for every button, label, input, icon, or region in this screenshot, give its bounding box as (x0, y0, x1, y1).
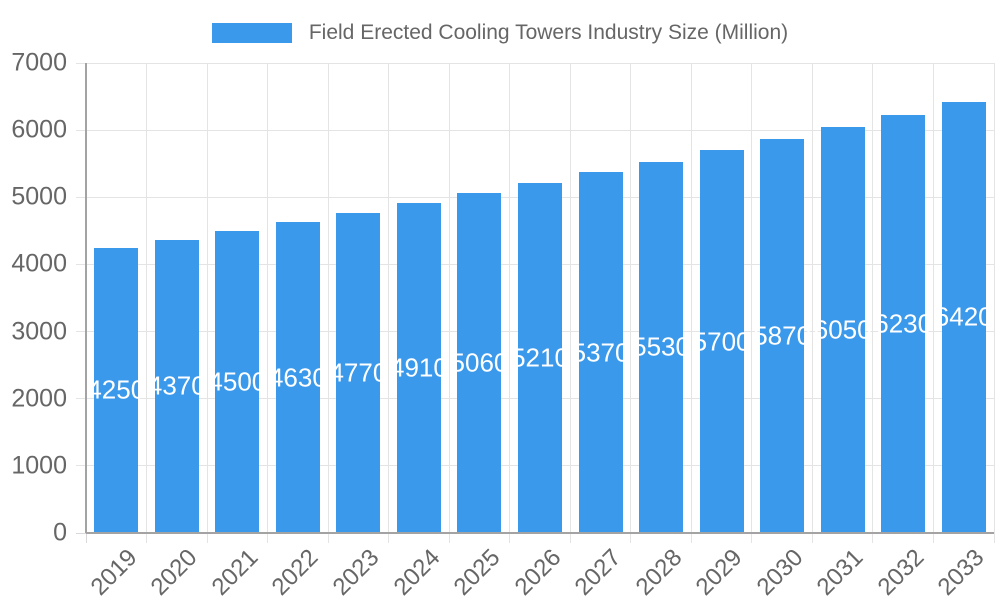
x-gridline (690, 63, 692, 543)
x-axis-label: 2027 (569, 544, 627, 600)
x-axis-label: 2021 (206, 544, 264, 600)
x-gridline (811, 63, 813, 543)
bar-value-label: 5370 (571, 337, 630, 368)
bar-value-label: 4770 (329, 357, 388, 388)
bar-2027[interactable] (578, 172, 623, 533)
bar-value-label: 5060 (450, 347, 509, 378)
x-gridline (630, 63, 632, 543)
bar-value-label: 5700 (692, 326, 751, 357)
x-axis-label: 2022 (267, 544, 324, 600)
bar-value-label: 4910 (390, 352, 448, 383)
x-axis-label: 2020 (146, 544, 203, 600)
x-axis-label: 2023 (327, 544, 385, 600)
y-axis-label: 4000 (11, 249, 67, 278)
x-gridline (993, 63, 995, 543)
y-axis-label: 3000 (11, 317, 67, 346)
bar-2025[interactable] (457, 193, 502, 533)
bar-2028[interactable] (639, 161, 684, 533)
bar-2029[interactable] (699, 150, 744, 533)
x-axis-label: 2033 (932, 544, 990, 600)
y-axis-label: 1000 (11, 451, 67, 480)
y-tick (76, 532, 86, 534)
x-gridline (872, 63, 874, 543)
x-gridline (448, 63, 450, 543)
x-gridline (569, 63, 571, 543)
bar-value-label: 5870 (753, 320, 812, 351)
x-gridline (267, 63, 269, 543)
bar-value-label: 4250 (87, 374, 146, 405)
bar-value-label: 6050 (813, 314, 872, 345)
y-axis-label: 2000 (11, 384, 67, 413)
x-axis-label: 2030 (751, 544, 809, 600)
bar-2019[interactable] (94, 247, 139, 533)
x-axis-label: 2019 (85, 544, 143, 600)
x-gridline (206, 63, 208, 543)
y-gridline (76, 62, 994, 64)
bar-2032[interactable] (881, 114, 926, 533)
y-gridline (76, 129, 994, 131)
y-axis-line (85, 63, 87, 533)
y-axis-label: 7000 (11, 48, 67, 77)
bar-value-label: 6230 (874, 308, 933, 339)
x-axis-label: 2032 (872, 544, 930, 600)
x-gridline (751, 63, 753, 543)
x-gridline (932, 63, 934, 543)
bar-2023[interactable] (336, 212, 381, 533)
x-axis-label: 2025 (448, 544, 506, 600)
bar-value-label: 5210 (511, 342, 569, 373)
x-axis-label: 2028 (630, 544, 688, 600)
x-axis-label: 2031 (811, 544, 869, 600)
x-axis-label: 2029 (690, 544, 748, 600)
x-axis-line (86, 532, 994, 534)
bar-value-label: 4370 (147, 370, 206, 401)
y-axis-label: 5000 (11, 182, 67, 211)
x-gridline (388, 63, 390, 543)
bar-2033[interactable] (941, 101, 986, 533)
x-gridline (146, 63, 148, 543)
legend[interactable]: Field Erected Cooling Towers Industry Si… (0, 21, 1000, 45)
legend-label: Field Erected Cooling Towers Industry Si… (308, 21, 789, 44)
x-axis-label: 2024 (388, 544, 446, 600)
legend-swatch (211, 23, 292, 43)
y-axis-label: 0 (53, 518, 67, 547)
x-tick (85, 533, 87, 543)
bar-2022[interactable] (275, 222, 320, 533)
bar-2021[interactable] (215, 230, 260, 533)
bar-2031[interactable] (820, 126, 865, 533)
bar-value-label: 4630 (268, 362, 327, 393)
x-gridline (327, 63, 329, 543)
bar-2020[interactable] (154, 239, 199, 533)
x-axis-label: 2026 (509, 544, 567, 600)
x-gridline (509, 63, 511, 543)
bar-value-label: 5530 (632, 331, 690, 362)
bar-value-label: 4500 (208, 366, 267, 397)
bar-2026[interactable] (518, 183, 562, 533)
bar-value-label: 6420 (934, 301, 993, 332)
y-axis-label: 6000 (11, 115, 67, 144)
bar-2030[interactable] (760, 138, 805, 533)
bar-2024[interactable] (396, 203, 441, 533)
